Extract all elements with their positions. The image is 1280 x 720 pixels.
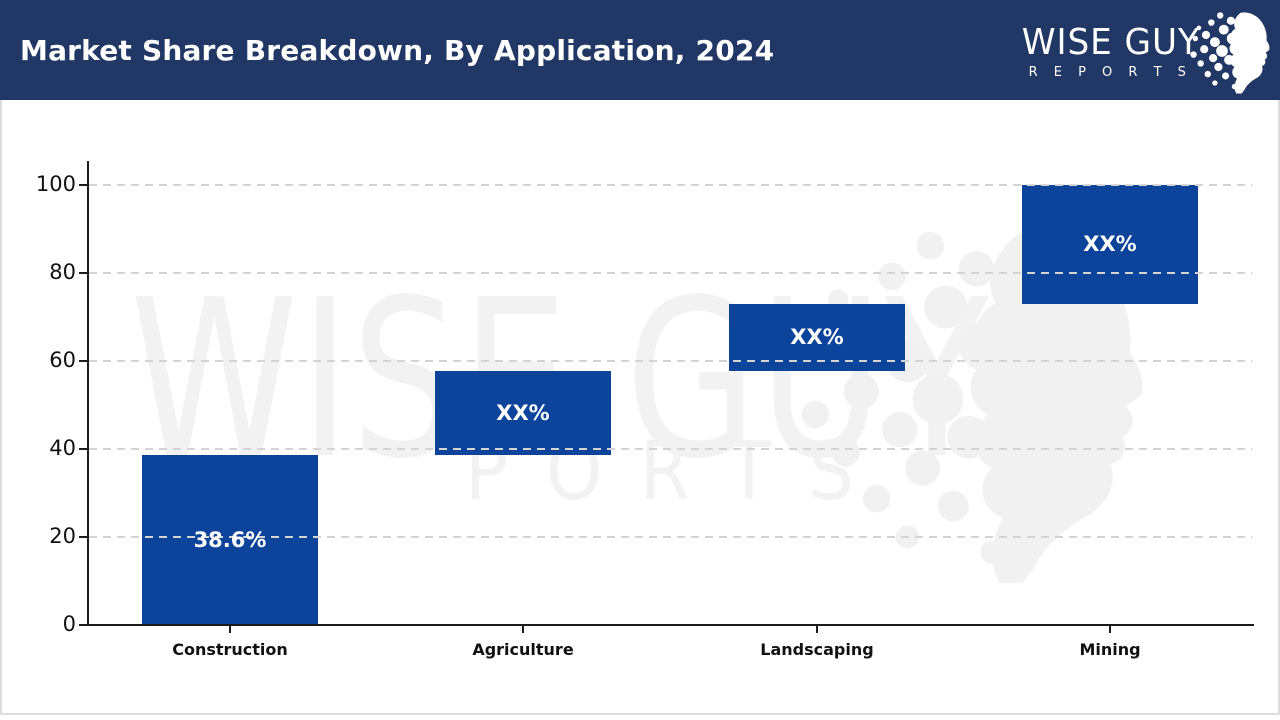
- bar-construction: [142, 455, 318, 625]
- x-tick-construction: [229, 626, 231, 633]
- y-tick-label-80: 80: [49, 260, 76, 284]
- logo-reports-label: R E P O R T S: [1028, 65, 1192, 80]
- logo-wiseguy-label: WISE GUY: [1021, 22, 1200, 63]
- wise-guy-reports-logo: WISE GUY R E P O R T S: [1017, 4, 1271, 98]
- logo-head-icon: [1190, 5, 1270, 97]
- y-tick-80: [79, 272, 88, 274]
- x-tick-mining: [1109, 626, 1111, 633]
- bar-value-label-landscaping: XX%: [790, 325, 844, 350]
- gridline-20: [89, 536, 1252, 538]
- y-tick-label-60: 60: [49, 348, 76, 372]
- y-tick-label-20: 20: [49, 524, 76, 548]
- gridline-60: [89, 360, 1252, 362]
- chart-title: Market Share Breakdown, By Application, …: [20, 33, 775, 67]
- y-tick-label-100: 100: [35, 172, 76, 196]
- x-tick-agriculture: [522, 626, 524, 633]
- y-tick-label-0: 0: [62, 612, 76, 636]
- bar-agriculture: [435, 371, 611, 456]
- x-tick-landscaping: [816, 626, 818, 633]
- y-tick-0: [79, 624, 88, 626]
- x-axis-line: [87, 624, 1254, 626]
- gridline-100: [89, 184, 1252, 186]
- logo-text: WISE GUY R E P O R T S: [1017, 22, 1205, 80]
- y-axis-line: [87, 161, 89, 626]
- bar-value-label-mining: XX%: [1083, 232, 1137, 257]
- bar-landscaping: [729, 303, 905, 372]
- x-axis-label-landscaping: Landscaping: [760, 640, 874, 659]
- x-axis-label-construction: Construction: [172, 640, 288, 659]
- header-bar: Market Share Breakdown, By Application, …: [0, 0, 1280, 100]
- y-tick-60: [79, 360, 88, 362]
- bar-value-label-construction: 38.6%: [193, 528, 267, 553]
- x-axis-label-agriculture: Agriculture: [472, 640, 574, 659]
- y-tick-40: [79, 448, 88, 450]
- y-tick-100: [79, 184, 88, 186]
- y-tick-20: [79, 536, 88, 538]
- gridline-40: [89, 448, 1252, 450]
- bar-mining: [1022, 185, 1198, 304]
- bar-value-label-agriculture: XX%: [496, 401, 550, 426]
- x-axis-label-mining: Mining: [1079, 640, 1141, 659]
- y-tick-label-40: 40: [49, 436, 76, 460]
- gridline-80: [89, 272, 1252, 274]
